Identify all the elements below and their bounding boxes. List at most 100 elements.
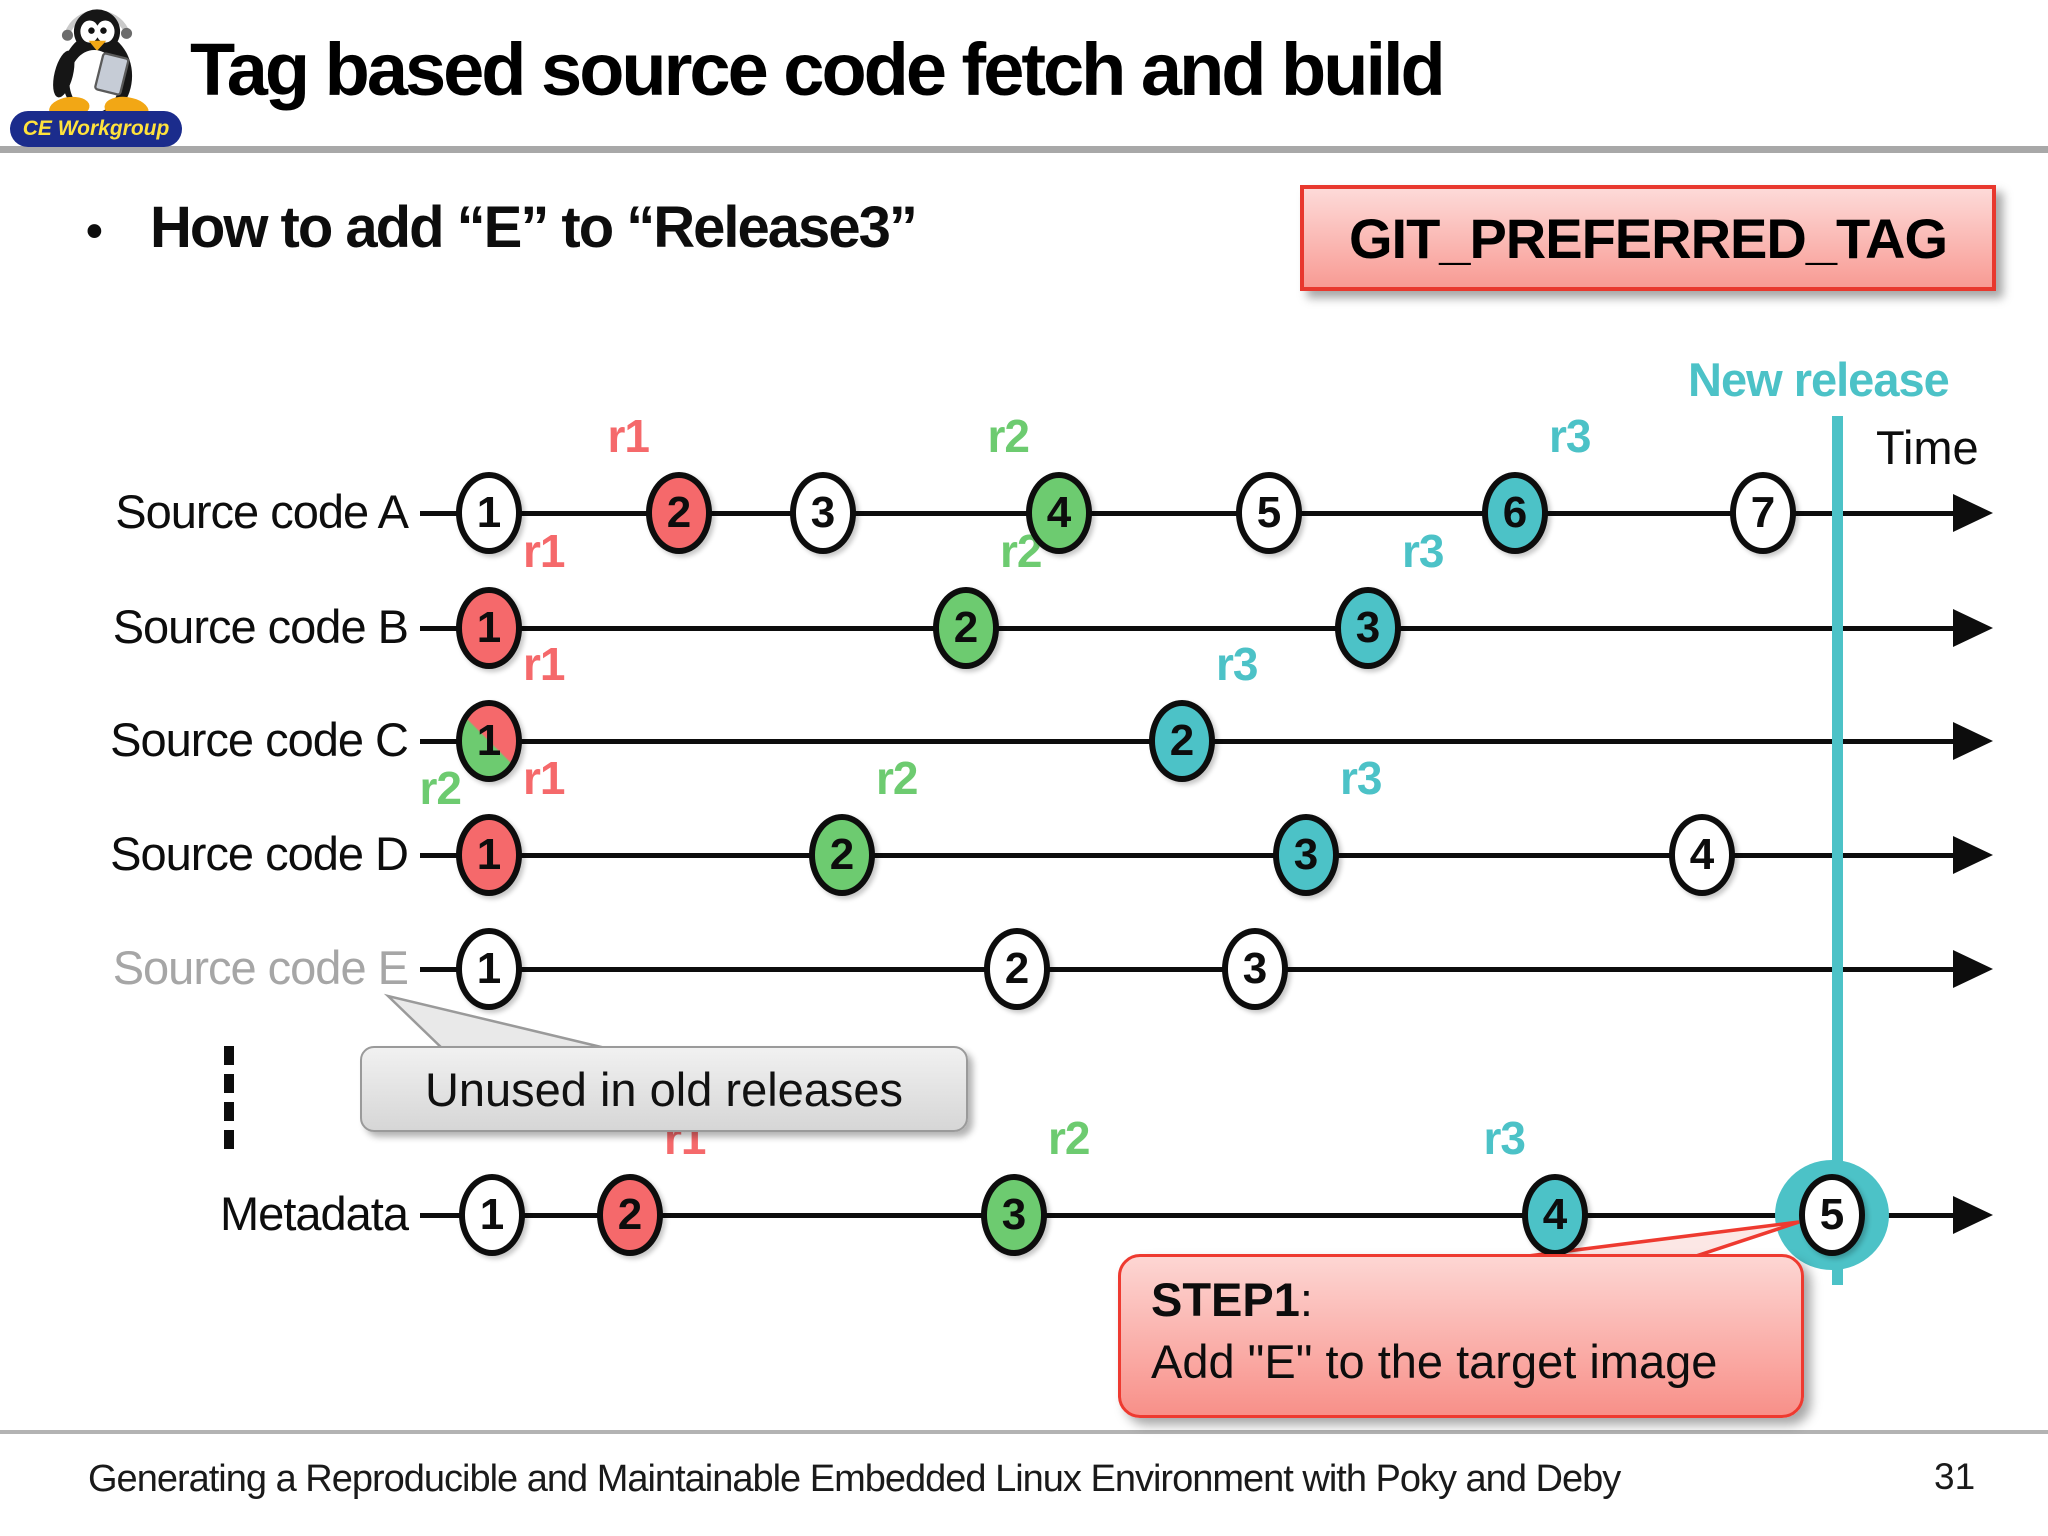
tag-label-r3: r3: [1483, 1112, 1526, 1164]
arrowhead-source-code-d: [1953, 836, 1993, 874]
node-number: 5: [1256, 488, 1282, 537]
commit-node-metadata-5: 5: [1799, 1174, 1865, 1256]
subtitle-text: How to add “E” to “Release3”: [150, 195, 918, 260]
step1-callout: STEP1: Add "E" to the target image: [1118, 1254, 1804, 1418]
commit-node-source-code-b-3: 3: [1335, 587, 1401, 669]
commit-node-source-code-b-2: 2: [933, 587, 999, 669]
commit-node-metadata-2: 2: [597, 1174, 663, 1256]
tag-label-r3: r3: [1402, 525, 1444, 577]
timeline-axis-source-code-a: [420, 511, 1957, 516]
arrowhead-source-code-b: [1953, 609, 1993, 647]
unused-callout-text: Unused in old releases: [424, 1062, 904, 1116]
step1-body: Add "E" to the target image: [1151, 1334, 1718, 1388]
row-label-source-code-b: Source code B: [112, 600, 409, 653]
timeline-axis-source-code-d: [420, 853, 1957, 858]
step1-heading: STEP1:: [1151, 1271, 1801, 1330]
node-number: 3: [810, 488, 836, 537]
node-number: 2: [829, 830, 855, 879]
commit-node-source-code-d-1: 1: [456, 814, 522, 896]
node-number: 1: [476, 603, 502, 652]
commit-node-source-code-e-3: 3: [1222, 928, 1288, 1010]
commit-node-metadata-4: 4: [1522, 1174, 1588, 1256]
node-number: 2: [1169, 716, 1195, 765]
tag-label-r1: r1: [523, 638, 565, 690]
tag-label-r2: r2: [1048, 1112, 1090, 1164]
vertical-ellipsis-dash: [224, 1074, 234, 1093]
commit-node-source-code-a-6: 6: [1482, 472, 1548, 554]
arrowhead-source-code-c: [1953, 722, 1993, 760]
vertical-ellipsis-dash: [224, 1130, 234, 1149]
tag-label-r2: r2: [987, 410, 1030, 462]
node-number: 4: [1542, 1190, 1568, 1239]
step1-heading-bold: STEP1: [1151, 1273, 1300, 1326]
tag-label-r1: r1: [607, 410, 650, 462]
commit-node-metadata-1: 1: [459, 1174, 525, 1256]
row-label-source-code-d: Source code D: [110, 827, 409, 880]
node-number: 1: [476, 944, 502, 993]
row-label-metadata: Metadata: [220, 1187, 409, 1240]
logo-banner-label: CE Workgroup: [22, 117, 170, 140]
arrowhead-source-code-e: [1953, 950, 1993, 988]
node-number: 3: [1242, 944, 1268, 993]
git-preferred-tag-badge: GIT_PREFERRED_TAG: [1300, 185, 1996, 291]
tag-label-r1: r1: [523, 525, 565, 577]
timeline-axis-metadata: [420, 1213, 1957, 1218]
node-number: 2: [953, 603, 979, 652]
commit-node-source-code-e-1: 1: [456, 928, 522, 1010]
commit-node-source-code-c-2: 2: [1149, 700, 1215, 782]
node-number: 4: [1689, 830, 1715, 879]
commit-node-source-code-e-2: 2: [984, 928, 1050, 1010]
footer-divider: [0, 1430, 2048, 1434]
commit-node-metadata-3: 3: [981, 1174, 1047, 1256]
node-number: 3: [1355, 603, 1381, 652]
footer-title: Generating a Reproducible and Maintainab…: [88, 1458, 1621, 1500]
tux-penguin-logo-icon: [49, 9, 149, 122]
row-label-source-code-e: Source code E: [112, 941, 409, 994]
row-label-source-code-a: Source code A: [115, 485, 409, 538]
commit-node-source-code-a-2: 2: [646, 472, 712, 554]
ce-workgroup-logo: CE Workgroup: [10, 111, 182, 147]
vertical-ellipsis-dash: [224, 1102, 234, 1121]
node-number: 2: [1004, 944, 1030, 993]
commit-node-source-code-a-3: 3: [790, 472, 856, 554]
node-number: 6: [1502, 488, 1528, 537]
node-number: 3: [1293, 830, 1319, 879]
commit-node-source-code-d-2: 2: [809, 814, 875, 896]
commit-node-source-code-c-1: 1: [456, 700, 522, 782]
tag-label-r1: r1: [523, 752, 565, 804]
bullet-marker: •: [86, 205, 103, 258]
badge-label: GIT_PREFERRED_TAG: [1348, 206, 1948, 270]
commit-node-source-code-b-1: 1: [456, 587, 522, 669]
node-number: 2: [617, 1190, 643, 1239]
node-number: 1: [476, 488, 502, 537]
node-number: 1: [476, 830, 502, 879]
commit-node-source-code-a-4: 4: [1026, 472, 1092, 554]
commit-node-source-code-a-5: 5: [1236, 472, 1302, 554]
node-number: 1: [479, 1190, 505, 1239]
vertical-ellipsis-dash: [224, 1046, 234, 1065]
new-release-marker-line: [1832, 416, 1843, 1285]
header-divider: [0, 146, 2048, 153]
timeline-axis-source-code-e: [420, 967, 1957, 972]
commit-node-source-code-a-7: 7: [1730, 472, 1796, 554]
commit-node-source-code-a-1: 1: [456, 472, 522, 554]
row-label-source-code-c: Source code C: [110, 713, 409, 766]
commit-node-source-code-d-3: 3: [1273, 814, 1339, 896]
tag-label-r3: r3: [1340, 752, 1382, 804]
node-number: 1: [476, 716, 502, 765]
node-number: 3: [1001, 1190, 1027, 1239]
arrowhead-source-code-a: [1953, 494, 1993, 532]
tag-label-r2: r2: [876, 752, 918, 804]
tag-label-r2: r2: [419, 762, 462, 814]
new-release-label: New release: [1688, 353, 1950, 406]
node-number: 7: [1750, 488, 1776, 537]
page-number: 31: [1934, 1456, 1976, 1497]
arrowhead-metadata: [1953, 1196, 1993, 1234]
page-title: Tag based source code fetch and build: [190, 28, 1446, 111]
unused-callout: Unused in old releases: [360, 1046, 968, 1132]
node-number: 5: [1819, 1190, 1845, 1239]
step1-heading-colon: :: [1299, 1273, 1313, 1326]
tag-label-r3: r3: [1549, 410, 1591, 462]
timeline-axis-source-code-b: [420, 626, 1957, 631]
